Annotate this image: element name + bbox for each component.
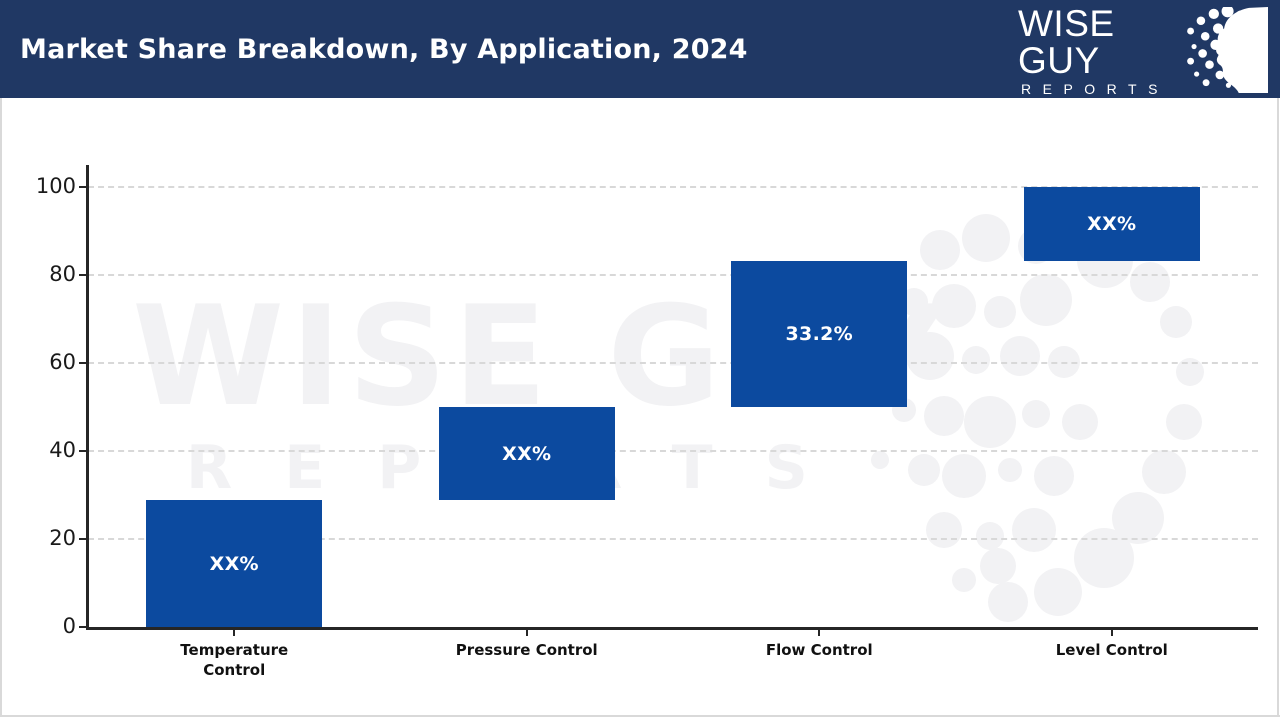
y-tick-mark-40 [79, 450, 87, 452]
logo-wordmark: WISE GUY REPORTS [1018, 5, 1180, 96]
watermark-dot [932, 284, 976, 328]
watermark-dot [926, 512, 962, 548]
bar-level-control: XX% [1023, 187, 1200, 261]
bar-pressure-control: XX% [438, 407, 615, 501]
watermark-dot [984, 296, 1016, 328]
bar-temperature-control: XX% [146, 500, 323, 627]
watermark-dot [908, 454, 940, 486]
watermark-dot [988, 582, 1028, 622]
card-border-left [0, 98, 2, 716]
logo-head-icon [1187, 7, 1268, 93]
y-tick-mark-100 [79, 186, 87, 188]
logo-line1: WISE GUY [1018, 2, 1115, 81]
watermark-dot [1012, 508, 1056, 552]
watermark-dot [1034, 568, 1082, 616]
y-tick-label-80: 80 [49, 262, 76, 286]
watermark-dot [1166, 404, 1202, 440]
y-tick-label-20: 20 [49, 526, 76, 550]
card-border-right [1277, 98, 1279, 716]
x-axis-line [86, 627, 1258, 630]
watermark-dot [1130, 262, 1170, 302]
bar-value-label: XX% [1087, 212, 1137, 235]
x-category-label-3: Level Control [1055, 641, 1168, 659]
bar-value-label: XX% [502, 442, 552, 465]
watermark-dot [998, 458, 1022, 482]
watermark-dot [871, 451, 889, 469]
logo-line2: REPORTS [1021, 80, 1169, 97]
watermark-dot [962, 214, 1010, 262]
wise-guy-reports-logo: WISE GUY REPORTS [1018, 5, 1268, 96]
watermark-dot [962, 346, 990, 374]
x-category-label-2: Flow Control [765, 641, 873, 659]
header-bar: Market Share Breakdown, By Application, … [0, 0, 1280, 98]
y-axis-spine [86, 165, 89, 630]
watermark-dot [942, 454, 986, 498]
gridline-y80 [88, 274, 1258, 276]
y-tick-label-40: 40 [49, 438, 76, 462]
gridline-y60 [88, 362, 1258, 364]
bar-value-label: 33.2% [785, 322, 853, 345]
watermark-dot [964, 396, 1016, 448]
watermark-dot [1074, 528, 1134, 588]
y-tick-mark-20 [79, 538, 87, 540]
watermark-dot [924, 396, 964, 436]
gridline-y100 [88, 186, 1258, 188]
card-border-bottom [0, 715, 1280, 717]
chart-title: Market Share Breakdown, By Application, … [20, 33, 748, 65]
watermark-dot [1022, 400, 1050, 428]
x-tick-mark-3 [1110, 629, 1113, 636]
y-tick-label-60: 60 [49, 350, 76, 374]
x-tick-mark-2 [818, 629, 821, 636]
y-tick-mark-0 [79, 626, 87, 628]
watermark-dot [952, 568, 976, 592]
y-tick-label-0: 0 [62, 614, 76, 638]
x-category-label-0: Temperature Control [180, 641, 289, 679]
watermark-dot [920, 230, 960, 270]
watermark-dot [976, 522, 1004, 550]
watermark-dot [1062, 404, 1098, 440]
bar-flow-control: 33.2% [731, 260, 908, 407]
watermark-dot [980, 548, 1016, 584]
y-tick-label-100: 100 [35, 174, 76, 198]
y-tick-mark-80 [79, 274, 87, 276]
x-tick-mark-1 [525, 629, 528, 636]
watermark-dot [1034, 456, 1074, 496]
watermark-dot [1020, 274, 1072, 326]
watermark-dot [1142, 450, 1186, 494]
x-category-label-1: Pressure Control [455, 641, 598, 659]
watermark-dot [1160, 306, 1192, 338]
x-tick-mark-0 [233, 629, 236, 636]
watermark-dot [1000, 336, 1040, 376]
y-tick-mark-60 [79, 362, 87, 364]
gridline-y40 [88, 450, 1258, 452]
bar-value-label: XX% [209, 552, 259, 575]
gridline-y20 [88, 538, 1258, 540]
watermark-dot [906, 332, 954, 380]
